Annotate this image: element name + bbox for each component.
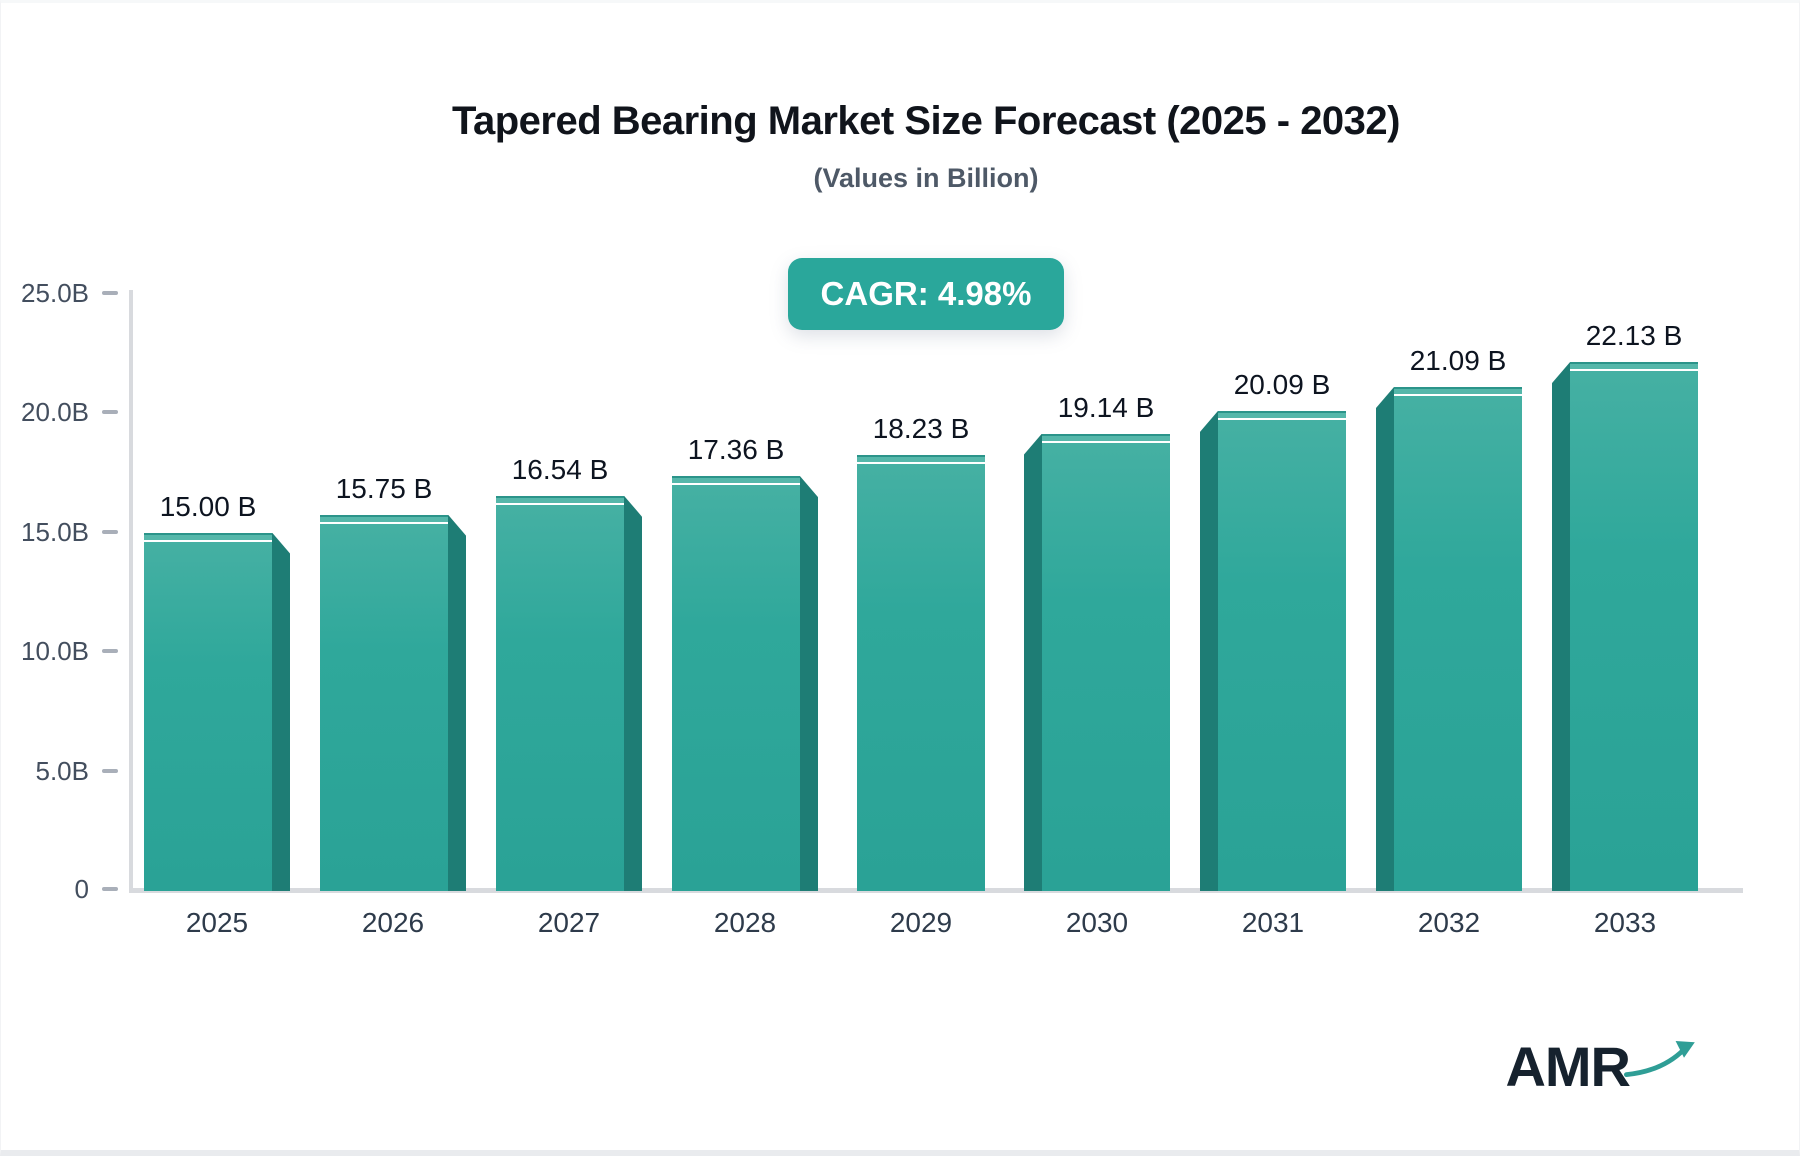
bar-2033[interactable]: [1552, 362, 1698, 891]
y-axis-tick-mark: [102, 768, 118, 773]
bar-value-label-2029: 18.23 B: [872, 413, 970, 445]
bar-front-face: [857, 464, 985, 891]
bar-value-label-2031: 20.09 B: [1233, 368, 1331, 400]
bar-2032[interactable]: [1376, 386, 1522, 891]
x-axis-label-2032: 2032: [1417, 907, 1481, 938]
bar-side-face: [800, 476, 818, 891]
y-axis-tick-label: 25.0B: [21, 277, 89, 308]
bar-value-label-2027: 16.54 B: [511, 453, 609, 485]
bar-front-face: [496, 504, 624, 891]
y-axis-tick-label: 10.0B: [21, 636, 89, 666]
bar-front-face: [144, 541, 272, 891]
chart-title: Tapered Bearing Market Size Forecast (20…: [451, 99, 1401, 143]
x-axis-label-2027: 2027: [537, 907, 601, 938]
cagr-badge: CAGR: 4.98%: [788, 258, 1064, 330]
x-axis-label-2029: 2029: [889, 907, 953, 938]
bar-value-label-2026: 15.75 B: [335, 472, 433, 504]
x-axis-label-2031: 2031: [1241, 907, 1305, 938]
y-axis-tick-mark: [102, 649, 118, 653]
bar-side-face: [448, 514, 466, 891]
y-axis-tick-mark: [102, 410, 118, 414]
y-axis-tick-mark: [102, 290, 118, 295]
y-axis-tick-mark: [102, 529, 118, 534]
y-axis-tick-label: 15.0B: [21, 516, 89, 547]
x-axis-label-2033: 2033: [1593, 907, 1657, 938]
bar-front-face: [1570, 371, 1698, 891]
bar-2030[interactable]: [1024, 433, 1170, 891]
bar-top-face: [1042, 433, 1170, 441]
bar-value-label-2025: 15.00 B: [159, 490, 257, 522]
x-axis-label-2028: 2028: [713, 907, 777, 938]
bar-side-face: [1024, 433, 1042, 891]
bar-value-label-2028: 17.36 B: [687, 434, 785, 466]
bar-front-face: [1218, 419, 1346, 891]
bar-front-face: [672, 485, 800, 891]
bar-top-face: [496, 495, 624, 503]
bar-value-label-2033: 22.13 B: [1585, 320, 1683, 352]
bar-top-face: [857, 455, 985, 463]
bar-top-face: [320, 514, 448, 522]
bar-side-face: [1200, 410, 1218, 891]
y-axis-tick-mark: [102, 887, 118, 891]
y-axis-tick-label: 5.0B: [35, 755, 90, 786]
bar-front-face: [1042, 442, 1170, 891]
x-axis-label-2025: 2025: [185, 907, 249, 938]
bar-top-face: [672, 476, 800, 484]
brand-logo: AMR: [1505, 1030, 1696, 1098]
bar-top-face: [1570, 362, 1698, 370]
bar-side-face: [272, 532, 290, 891]
bar-2029[interactable]: [848, 455, 994, 891]
bar-2025[interactable]: [144, 532, 290, 891]
growth-arrow-icon: [1624, 1041, 1695, 1077]
bar-2026[interactable]: [320, 514, 466, 891]
chart-subtitle: (Values in Billion): [813, 163, 1039, 193]
cagr-badge-label: CAGR: 4.98%: [820, 275, 1032, 312]
bar-value-label-2032: 21.09 B: [1409, 344, 1507, 376]
bar-front-face: [320, 523, 448, 891]
bar-2028[interactable]: [672, 476, 818, 891]
bar-top-face: [1394, 386, 1522, 394]
bar-side-face: [1552, 362, 1570, 891]
bar-2027[interactable]: [496, 495, 642, 891]
bar-front-face: [1394, 395, 1522, 891]
bar-side-face: [624, 495, 642, 891]
bar-2031[interactable]: [1200, 410, 1346, 891]
bar-top-face: [144, 532, 272, 540]
y-axis-tick-label: 20.0B: [21, 397, 89, 427]
bar-top-face: [1218, 410, 1346, 418]
bar-value-label-2030: 19.14 B: [1057, 391, 1155, 423]
x-axis-label-2026: 2026: [361, 907, 425, 938]
bar-side-face: [1376, 386, 1394, 891]
y-axis-line: [129, 290, 133, 892]
brand-logo-text: AMR: [1505, 1035, 1631, 1098]
y-axis-tick-label: 0: [74, 874, 89, 904]
x-axis-label-2030: 2030: [1065, 907, 1129, 938]
